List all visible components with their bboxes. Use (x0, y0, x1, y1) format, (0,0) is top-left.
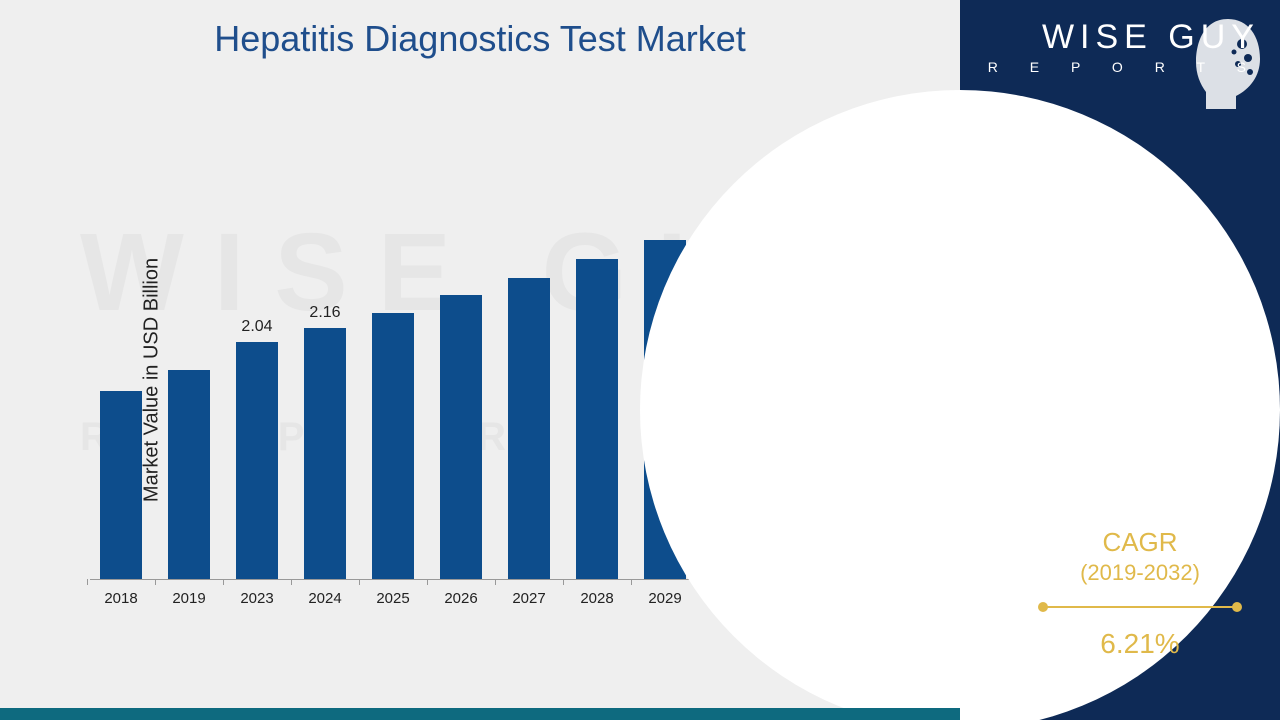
x-axis-label: 2027 (499, 590, 559, 607)
x-axis-label: 2025 (363, 590, 423, 607)
x-axis-label: 2023 (227, 590, 287, 607)
infographic-canvas: Hepatitis Diagnostics Test Market WISE G… (0, 0, 1280, 720)
chart-title: Hepatitis Diagnostics Test Market (0, 18, 960, 60)
cagr-value: 6.21% (1030, 628, 1250, 660)
bar (100, 391, 142, 579)
bar (372, 313, 414, 579)
x-tick (563, 579, 564, 585)
bar (236, 342, 278, 579)
x-axis-label: 2019 (159, 590, 219, 607)
brand-sub: R E P O R T S (980, 59, 1260, 75)
x-axis-label: 2029 (635, 590, 695, 607)
x-tick (359, 579, 360, 585)
x-tick (87, 579, 88, 585)
cagr-divider (1040, 606, 1240, 608)
x-tick (495, 579, 496, 585)
bar (440, 295, 482, 579)
x-axis-label: 2018 (91, 590, 151, 607)
brand-block: WISE GUY R E P O R T S (980, 18, 1260, 75)
footer-accent-bar (0, 708, 960, 720)
bar (576, 259, 618, 579)
x-tick (223, 579, 224, 585)
bar (304, 328, 346, 579)
x-axis-label: 2026 (431, 590, 491, 607)
x-tick (427, 579, 428, 585)
x-tick (291, 579, 292, 585)
right-panel: WISE GUY R E P O R T S CAGR (2019-2032) … (960, 0, 1280, 720)
bar-value-label: 2.04 (227, 318, 287, 336)
bar (508, 278, 550, 579)
x-axis-label: 2028 (567, 590, 627, 607)
cagr-label: CAGR (1030, 527, 1250, 558)
bar (168, 370, 210, 579)
cagr-period: (2019-2032) (1030, 560, 1250, 586)
x-tick (631, 579, 632, 585)
brand-name: WISE GUY (980, 18, 1260, 57)
cagr-block: CAGR (2019-2032) 6.21% (1030, 527, 1250, 660)
bar-value-label: 2.16 (295, 304, 355, 322)
x-axis-label: 2024 (295, 590, 355, 607)
x-tick (155, 579, 156, 585)
